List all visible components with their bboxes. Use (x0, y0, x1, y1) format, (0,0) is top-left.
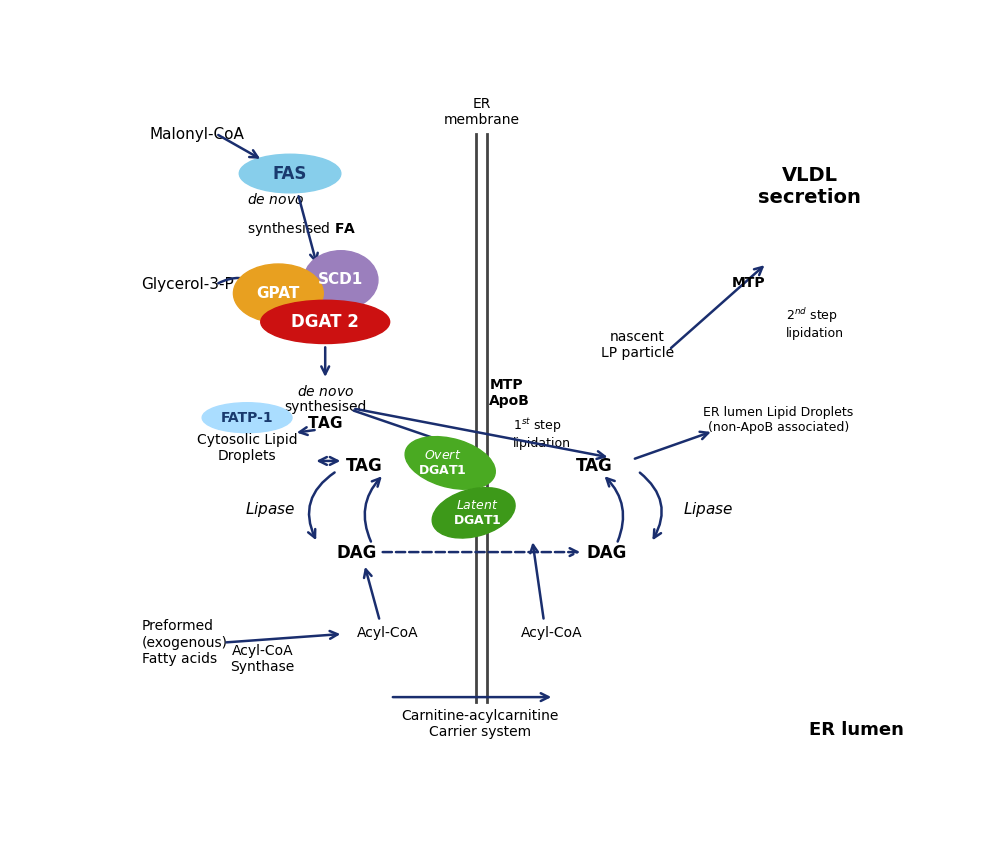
Ellipse shape (432, 487, 515, 538)
Text: $\it{de\ novo}$: $\it{de\ novo}$ (296, 384, 354, 399)
Text: 1$^{st}$ step
lipidation: 1$^{st}$ step lipidation (513, 416, 571, 450)
Text: DAG: DAG (337, 543, 377, 562)
Text: DGAT 2: DGAT 2 (291, 313, 359, 331)
Ellipse shape (303, 251, 378, 309)
Text: MTP
ApoB: MTP ApoB (489, 378, 530, 408)
Text: TAG: TAG (577, 457, 613, 475)
Text: MTP: MTP (732, 276, 765, 290)
Text: FAS: FAS (273, 164, 307, 182)
Text: synthesised: synthesised (284, 400, 366, 414)
Text: $\it{Lipase}$: $\it{Lipase}$ (245, 500, 295, 519)
Text: Carnitine-acylcarnitine
Carrier system: Carnitine-acylcarnitine Carrier system (401, 709, 558, 740)
Ellipse shape (203, 403, 292, 433)
Text: Glycerol-3-P: Glycerol-3-P (141, 277, 235, 292)
Text: $\bf{TAG}$: $\bf{TAG}$ (307, 415, 343, 431)
Text: TAG: TAG (346, 457, 383, 475)
Text: ER lumen: ER lumen (809, 721, 904, 740)
Text: SCD1: SCD1 (319, 272, 364, 288)
Ellipse shape (239, 155, 341, 193)
Text: synthesised $\bf{FA}$: synthesised $\bf{FA}$ (247, 220, 356, 238)
Text: Acyl-CoA: Acyl-CoA (357, 626, 418, 639)
Text: ER
membrane: ER membrane (444, 97, 519, 127)
Ellipse shape (261, 301, 390, 344)
Text: $\it{Latent}$
$\bf{DGAT1}$: $\it{Latent}$ $\bf{DGAT1}$ (454, 499, 502, 527)
Text: nascent
LP particle: nascent LP particle (601, 329, 674, 359)
Text: Preformed
(exogenous)
Fatty acids: Preformed (exogenous) Fatty acids (141, 619, 228, 666)
Text: VLDL
secretion: VLDL secretion (758, 167, 861, 207)
Text: Cytosolic Lipid
Droplets: Cytosolic Lipid Droplets (197, 433, 297, 463)
Text: GPAT: GPAT (257, 286, 300, 301)
Ellipse shape (234, 264, 324, 322)
Ellipse shape (405, 436, 495, 489)
Text: ER lumen Lipid Droplets
(non-ApoB associated): ER lumen Lipid Droplets (non-ApoB associ… (704, 406, 854, 434)
Text: $\it{Lipase}$: $\it{Lipase}$ (682, 500, 733, 519)
Text: Malonyl-CoA: Malonyl-CoA (149, 127, 244, 142)
Text: Acyl-CoA
Synthase: Acyl-CoA Synthase (231, 644, 294, 674)
Text: FATP-1: FATP-1 (221, 410, 273, 425)
Text: $\it{Overt}$
$\bf{DGAT1}$: $\it{Overt}$ $\bf{DGAT1}$ (418, 449, 467, 477)
Text: DAG: DAG (587, 543, 627, 562)
Text: 2$^{nd}$ step
lipidation: 2$^{nd}$ step lipidation (786, 306, 844, 340)
Text: Acyl-CoA: Acyl-CoA (521, 626, 583, 639)
Text: $\it{de\ novo}$: $\it{de\ novo}$ (247, 192, 304, 206)
